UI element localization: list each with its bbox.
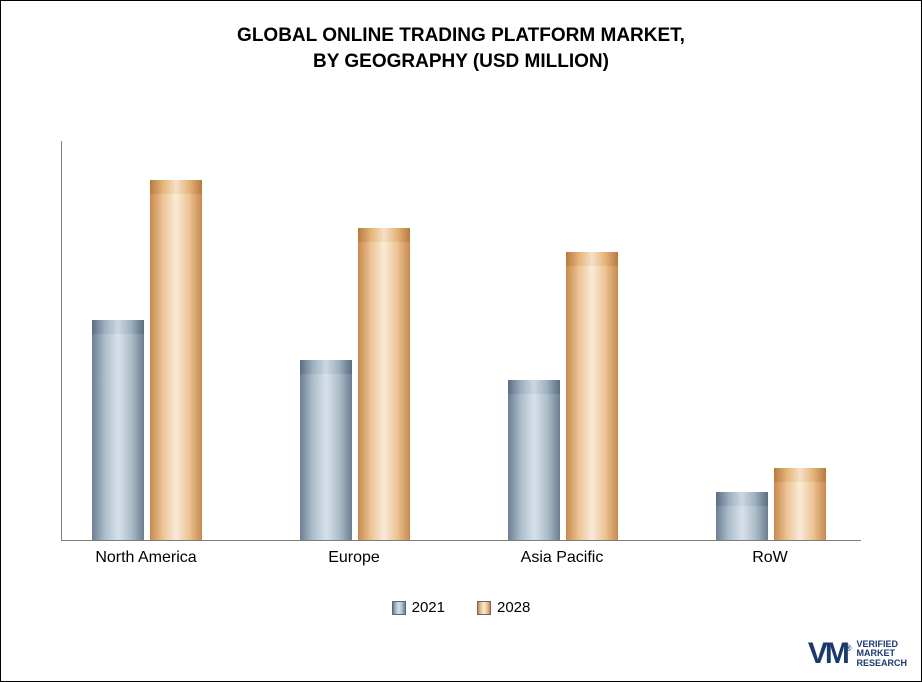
bar-2028: [774, 468, 826, 540]
logo-mark: VM®: [808, 637, 851, 671]
bar-top-bevel: [716, 492, 768, 506]
bar-group: [508, 252, 618, 540]
bar-group: [300, 228, 410, 540]
bar-body: [358, 242, 410, 540]
bar-body: [150, 194, 202, 540]
legend-swatch-2021: [392, 601, 406, 615]
logo-text: VERIFIED MARKET RESEARCH: [856, 640, 907, 668]
bar-body: [508, 394, 560, 540]
bar-top-bevel: [774, 468, 826, 482]
bar-group: [92, 180, 202, 540]
bar-body: [716, 506, 768, 540]
logo-mark-text: VM: [808, 637, 847, 670]
chart-title: GLOBAL ONLINE TRADING PLATFORM MARKET, B…: [1, 1, 921, 74]
bar-body: [92, 334, 144, 540]
bar-top-bevel: [358, 228, 410, 242]
legend-label-2028: 2028: [497, 599, 530, 616]
legend-swatch-2028: [477, 601, 491, 615]
category-label: North America: [66, 549, 226, 567]
brand-logo: VM® VERIFIED MARKET RESEARCH: [808, 637, 907, 671]
bar-2028: [566, 252, 618, 540]
title-line-2: BY GEOGRAPHY (USD MILLION): [1, 49, 921, 75]
category-label: Asia Pacific: [482, 549, 642, 567]
category-label: Europe: [274, 549, 434, 567]
chart-plot-area: [61, 141, 861, 541]
logo-registered-icon: ®: [845, 643, 849, 653]
bar-top-bevel: [508, 380, 560, 394]
bar-top-bevel: [300, 360, 352, 374]
bar-2028: [150, 180, 202, 540]
chart-legend: 2021 2028: [1, 599, 921, 616]
bar-top-bevel: [566, 252, 618, 266]
title-line-1: GLOBAL ONLINE TRADING PLATFORM MARKET,: [1, 23, 921, 49]
bar-2028: [358, 228, 410, 540]
bar-2021: [508, 380, 560, 540]
bar-2021: [300, 360, 352, 540]
bar-top-bevel: [92, 320, 144, 334]
bar-body: [566, 266, 618, 540]
bar-2021: [92, 320, 144, 540]
legend-label-2021: 2021: [412, 599, 445, 616]
bar-2021: [716, 492, 768, 540]
bar-top-bevel: [150, 180, 202, 194]
legend-item-2021: 2021: [392, 599, 445, 616]
category-label: RoW: [690, 549, 850, 567]
category-axis-labels: North America Europe Asia Pacific RoW: [61, 549, 861, 579]
bar-body: [774, 482, 826, 540]
bar-body: [300, 374, 352, 540]
legend-item-2028: 2028: [477, 599, 530, 616]
logo-text-line3: RESEARCH: [856, 659, 907, 668]
bar-group: [716, 468, 826, 540]
